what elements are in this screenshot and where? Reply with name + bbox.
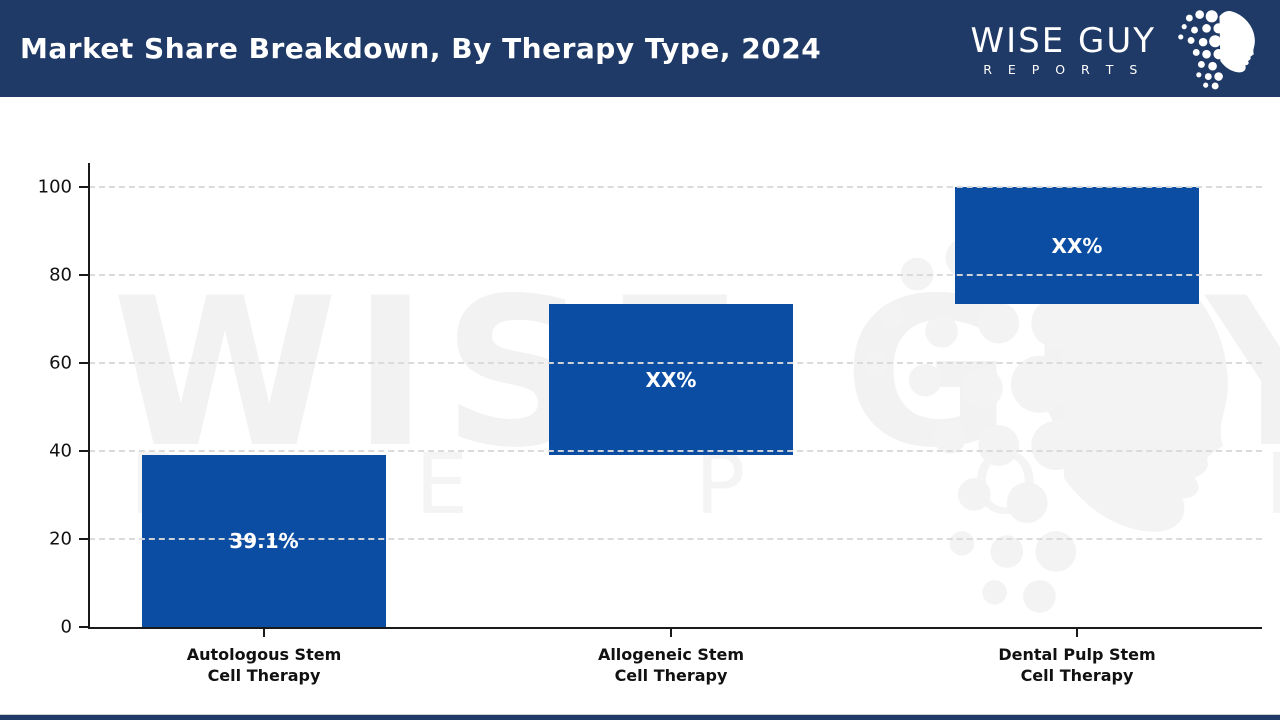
x-category-label: Allogeneic Stem Cell Therapy [597, 645, 745, 685]
dotted-head-icon [1178, 10, 1255, 90]
bar-value-label: XX% [645, 367, 697, 392]
header-bar: Market Share Breakdown, By Therapy Type,… [0, 0, 1280, 97]
gridline [89, 362, 1262, 364]
y-tick-label: 0 [60, 616, 72, 638]
x-category-label: Autologous Stem Cell Therapy [186, 645, 342, 685]
bar-value-label: 39.1% [229, 528, 299, 553]
wise-guy-logo: WISE GUY R E P O R T S [970, 6, 1262, 92]
y-tickmark [79, 626, 88, 628]
logo-text: WISE GUY R E P O R T S [970, 22, 1156, 77]
logo-wordmark: WISE GUY [970, 20, 1156, 61]
y-tickmark [79, 450, 88, 452]
y-tick-label: 100 [37, 176, 72, 198]
y-tickmark [79, 362, 88, 364]
bar-value-label: XX% [1051, 233, 1103, 258]
x-axis-line [88, 627, 1262, 629]
y-tick-label: 80 [49, 264, 72, 286]
y-axis-line [88, 163, 90, 629]
chart-area: WISE GUY R E P O R T S 39.1%XX%XX%020406… [0, 97, 1280, 720]
gridline [89, 538, 1262, 540]
bar [142, 454, 386, 627]
y-tickmark [79, 186, 88, 188]
x-category-label: Dental Pulp Stem Cell Therapy [998, 645, 1156, 685]
gridline [89, 450, 1262, 452]
y-tick-label: 60 [49, 352, 72, 374]
y-tickmark [79, 274, 88, 276]
y-tick-label: 40 [49, 440, 72, 462]
page-title: Market Share Breakdown, By Therapy Type,… [20, 32, 822, 65]
gridline [89, 274, 1262, 276]
y-tick-label: 20 [49, 528, 72, 550]
gridline [89, 186, 1262, 188]
logo-subtitle: R E P O R T S [983, 61, 1144, 77]
bar [549, 304, 793, 455]
y-tickmark [79, 538, 88, 540]
x-tickmark [670, 629, 672, 637]
x-tickmark [263, 629, 265, 637]
x-tickmark [1076, 629, 1078, 637]
footer-bar [0, 714, 1280, 720]
